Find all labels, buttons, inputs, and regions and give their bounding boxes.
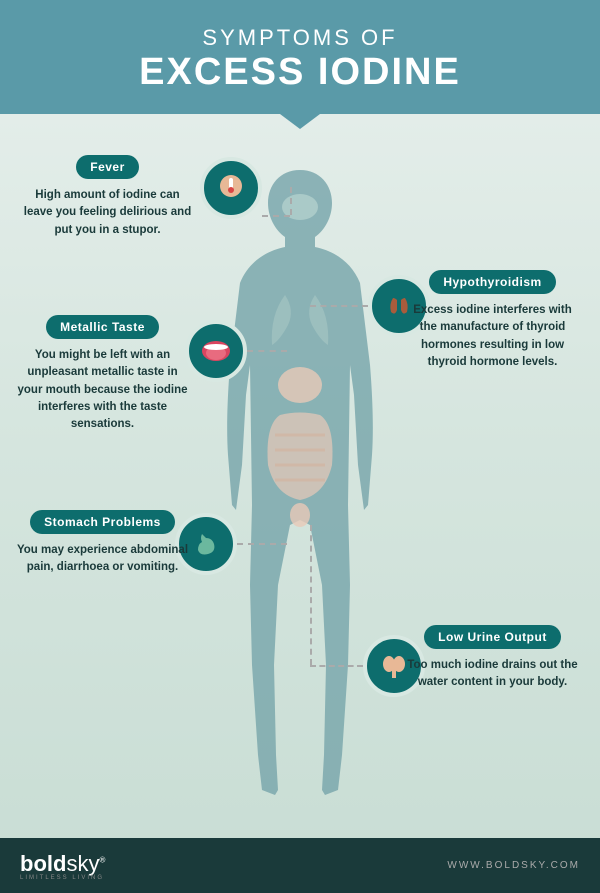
- symptom-text: You might be left with an unpleasant met…: [15, 347, 190, 433]
- logo-subtitle: LIMITLESS LIVING: [20, 875, 105, 881]
- metallic-taste-icon: [185, 320, 247, 382]
- symptom-badge: Metallic Taste: [46, 315, 159, 339]
- connector: [262, 215, 290, 217]
- symptom-text: High amount of iodine can leave you feel…: [20, 187, 195, 239]
- connector: [237, 543, 287, 545]
- title-line-2: EXCESS IODINE: [0, 51, 600, 94]
- header: SYMPTOMS OF EXCESS IODINE: [0, 0, 600, 114]
- symptom-text: Too much iodine drains out the water con…: [405, 657, 580, 692]
- logo: boldsky® LIMITLESS LIVING: [20, 851, 105, 881]
- connector: [310, 305, 368, 307]
- symptom-fever: Fever High amount of iodine can leave yo…: [20, 155, 195, 239]
- symptom-text: Excess iodine interferes with the manufa…: [405, 302, 580, 371]
- connector: [310, 665, 363, 667]
- symptom-hypothyroidism: Hypothyroidism Excess iodine interferes …: [405, 270, 580, 371]
- logo-bold: bold: [20, 851, 66, 876]
- symptom-badge: Hypothyroidism: [429, 270, 555, 294]
- symptom-badge: Fever: [76, 155, 139, 179]
- connector: [290, 187, 292, 215]
- symptom-badge: Stomach Problems: [30, 510, 175, 534]
- symptom-metallic-taste: Metallic Taste You might be left with an…: [15, 315, 190, 433]
- symptom-badge: Low Urine Output: [424, 625, 561, 649]
- symptom-low-urine: Low Urine Output Too much iodine drains …: [405, 625, 580, 692]
- connector: [310, 525, 312, 665]
- human-body-svg: [180, 165, 420, 805]
- title-line-1: SYMPTOMS OF: [0, 25, 600, 51]
- footer: boldsky® LIMITLESS LIVING WWW.BOLDSKY.CO…: [0, 838, 600, 893]
- symptom-stomach: Stomach Problems You may experience abdo…: [15, 510, 190, 577]
- body-diagram-area: Fever High amount of iodine can leave yo…: [0, 145, 600, 825]
- connector: [247, 350, 287, 352]
- infographic-container: SYMPTOMS OF EXCESS IODINE: [0, 0, 600, 893]
- logo-light: sky: [66, 851, 99, 876]
- footer-url: WWW.BOLDSKY.COM: [447, 860, 580, 871]
- fever-icon: [200, 157, 262, 219]
- symptom-text: You may experience abdominal pain, diarr…: [15, 542, 190, 577]
